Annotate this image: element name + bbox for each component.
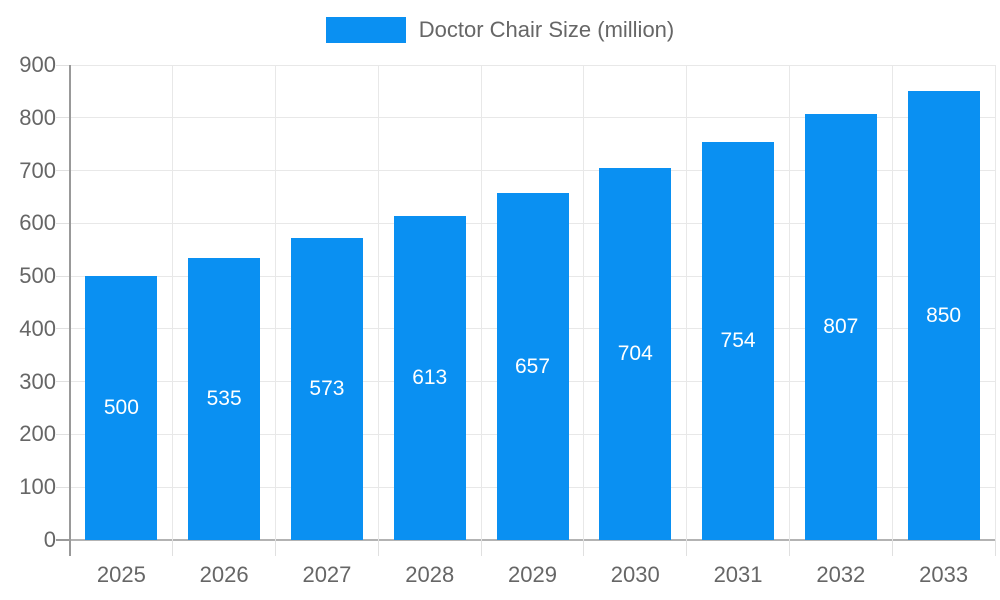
x-tick — [891, 540, 893, 556]
v-gridline — [686, 65, 688, 540]
x-tick-label: 2032 — [816, 562, 866, 587]
x-tick — [275, 540, 277, 556]
y-tick — [56, 117, 70, 119]
bar-value-label: 500 — [103, 396, 139, 420]
y-tick-label: 700 — [19, 157, 56, 183]
y-tick — [56, 275, 70, 277]
x-tick — [686, 540, 688, 556]
y-tick-label: 900 — [19, 52, 56, 77]
x-tick-label: 2027 — [302, 562, 352, 587]
legend-label: Doctor Chair Size (million) — [418, 17, 675, 42]
legend-swatch — [325, 17, 406, 43]
baseline — [70, 539, 995, 541]
y-tick-label: 400 — [19, 315, 56, 341]
x-tick — [994, 540, 996, 556]
y-tick-label: 100 — [19, 474, 56, 500]
bar-2028[interactable] — [393, 216, 466, 540]
bar-value-label: 613 — [412, 366, 448, 390]
bar-value-label: 850 — [926, 303, 962, 327]
y-tick-label: 300 — [19, 368, 56, 394]
x-tick — [377, 540, 379, 556]
x-tick-label: 2029 — [508, 562, 557, 587]
v-gridline — [891, 65, 893, 540]
y-tick-label: 0 — [43, 527, 56, 552]
y-tick — [56, 433, 70, 435]
y-tick — [56, 222, 70, 224]
v-gridline — [480, 65, 482, 540]
bar-2025[interactable] — [85, 276, 158, 540]
y-tick — [56, 381, 70, 383]
v-gridline — [994, 65, 996, 540]
bar-value-label: 754 — [720, 329, 756, 353]
x-tick-label: 2030 — [610, 562, 660, 587]
x-tick — [583, 540, 585, 556]
y-tick — [56, 64, 70, 66]
bar-value-label: 704 — [617, 342, 653, 366]
x-tick-label: 2025 — [96, 562, 146, 587]
y-tick — [56, 170, 70, 172]
bar-2026[interactable] — [188, 257, 261, 540]
x-tick — [480, 540, 482, 556]
h-gridline — [70, 117, 995, 119]
y-tick — [56, 328, 70, 330]
y-tick — [56, 539, 70, 541]
x-tick — [172, 540, 174, 556]
v-gridline — [377, 65, 379, 540]
v-gridline — [172, 65, 174, 540]
x-tick-label: 2033 — [919, 562, 969, 587]
x-tick-label: 2028 — [405, 562, 455, 587]
y-tick-label: 500 — [19, 263, 56, 289]
y-tick — [56, 486, 70, 488]
bar-value-label: 807 — [823, 315, 859, 339]
x-tick-label: 2026 — [199, 562, 249, 587]
y-tick-label: 600 — [19, 210, 56, 236]
y-tick-label: 800 — [19, 104, 56, 130]
bar-value-label: 657 — [514, 354, 551, 378]
x-tick-label: 2031 — [713, 562, 763, 587]
bar-2030[interactable] — [599, 168, 672, 540]
v-gridline — [788, 65, 790, 540]
h-gridline — [70, 64, 995, 66]
y-axis-line — [69, 65, 71, 556]
bar-2027[interactable] — [290, 237, 363, 540]
bar-value-label: 573 — [309, 376, 345, 400]
v-gridline — [275, 65, 277, 540]
bar-2033[interactable] — [907, 91, 980, 540]
x-tick — [788, 540, 790, 556]
bar-2031[interactable] — [702, 142, 775, 540]
h-gridline — [70, 170, 995, 172]
y-tick-label: 200 — [19, 421, 56, 447]
v-gridline — [583, 65, 585, 540]
bar-2032[interactable] — [804, 114, 877, 540]
bar-value-label: 535 — [206, 386, 242, 410]
legend[interactable]: Doctor Chair Size (million) — [0, 16, 1000, 44]
bar-2029[interactable] — [496, 193, 569, 540]
